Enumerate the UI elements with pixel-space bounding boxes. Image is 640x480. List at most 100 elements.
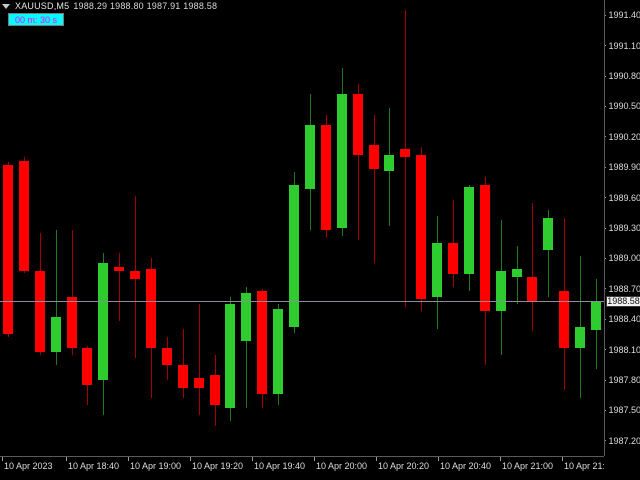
time-tick-label: 10 Apr 20:40 [440,461,492,471]
price-tick: 1987.20 [605,436,640,446]
price-tick-label: 1988.10 [608,344,640,355]
time-tick-label: 10 Apr 2023 [4,461,53,471]
candlestick-body [369,144,379,170]
candlestick-body [543,217,553,251]
candlestick-body [19,161,29,271]
time-tick-label: 10 Apr 20:20 [378,461,430,471]
price-tick-label: 1988.40 [608,314,640,325]
price-tick-label: 1987.80 [608,375,640,385]
triangle-down-icon[interactable] [2,3,10,9]
candlestick-body [575,327,585,348]
price-tick: 1988.70 [605,284,640,294]
price-tick-mark [605,409,607,411]
price-tick-label: 1987.50 [608,405,640,416]
chart-plot-area[interactable] [0,0,604,456]
candlestick-body [353,94,363,156]
candlestick-wick [246,286,247,409]
time-tick-label: 10 Apr 18:40 [68,461,120,471]
time-tick-mark [376,457,377,461]
price-tick-label: 1989.30 [608,223,640,233]
price-tick: 1987.80 [605,375,640,385]
candlestick-body [82,347,92,386]
price-tick-mark [605,288,607,290]
price-tick: 1990.80 [605,71,640,81]
price-tick: 1991.40 [605,10,640,20]
candlestick-series [3,10,601,426]
candlestick-body [337,94,347,228]
price-tick-label: 1991.10 [608,40,640,51]
price-tick-label: 1989.00 [608,253,640,264]
time-tick-mark [562,457,563,461]
price-axis[interactable]: 1988.58 1991.40 1991.10 1990.80 1990.50 1990… [604,0,640,456]
price-tick-label: 1990.50 [608,101,640,112]
candlestick-body [432,243,442,297]
candlestick-body [257,290,267,395]
price-tick-label: 1990.20 [608,131,640,142]
price-tick: 1990.20 [605,132,640,142]
time-tick-mark [252,457,253,461]
time-tick-label: 10 Apr 21:00 [502,461,554,471]
price-tick-mark [605,14,607,16]
axis-corner [604,456,640,480]
candlestick-wick [405,10,406,308]
candlestick-body [305,124,315,190]
candlestick-body [194,377,204,389]
price-tick-label: 1988.70 [608,283,640,294]
candlestick-body [480,185,490,312]
candlestick-body [162,347,172,365]
time-tick-mark [190,457,191,461]
chart-header: XAUUSD,M5 1988.29 1988.80 1987.91 1988.5… [0,0,640,12]
candlestick-wick [548,209,549,297]
price-tick-mark [605,136,607,138]
price-tick-mark [605,75,607,77]
price-tick-label: 1990.80 [608,71,640,81]
time-tick-mark [66,457,67,461]
current-price-tag: 1988.58 [606,296,640,307]
candlestick-body [98,263,108,380]
price-tick-mark [605,197,607,199]
time-tick-mark [2,457,3,461]
candlestick-wick [580,256,581,399]
candlestick-body [241,292,251,342]
candlestick-body [559,290,569,348]
time-tick-label: 10 Apr 20:00 [316,461,368,471]
candlestick-wick [119,253,120,322]
time-tick-mark [128,457,129,461]
price-tick: 1989.00 [605,253,640,263]
candlestick-body [130,270,140,279]
candlestick-body [400,148,410,158]
candlestick-body [210,374,220,406]
time-tick-label: 10 Apr 19:40 [254,461,306,471]
candlestick-wick [532,202,533,332]
time-axis[interactable]: 10 Apr 2023 10 Apr 18:40 10 Apr 19:00 10 Ap… [0,456,615,480]
candlestick-body [67,296,77,348]
price-tick: 1989.60 [605,193,640,203]
price-tick: 1991.10 [605,41,640,51]
candlestick-body [496,270,506,312]
candlestick-body [273,309,283,395]
candlestick-body [114,266,124,271]
bar-countdown-label: 00 m: 30 s [14,14,58,25]
ohlc-values-label: 1988.29 1988.80 1987.91 1988.58 [73,1,218,11]
price-tick-mark [605,227,607,229]
price-tick: 1988.40 [605,314,640,324]
time-tick-mark [314,457,315,461]
price-tick-mark [605,45,607,47]
price-tick-mark [605,166,607,168]
price-tick: 1987.50 [605,405,640,415]
candlestick-body [527,276,537,301]
candlestick-wick [374,114,375,264]
price-tick-mark [605,105,607,107]
price-tick: 1988.10 [605,345,640,355]
price-tick-mark [605,379,607,381]
candlestick-wick [358,84,359,241]
candlestick-wick [199,304,200,416]
candlestick-wick [72,230,73,355]
price-tick-label: 1987.20 [608,435,640,446]
candlestick-body [178,364,188,389]
candlestick-body [464,187,474,274]
price-tick-mark [605,440,607,442]
time-tick-mark [500,457,501,461]
candlestick-wick [183,329,184,399]
candlestick-body [384,155,394,172]
